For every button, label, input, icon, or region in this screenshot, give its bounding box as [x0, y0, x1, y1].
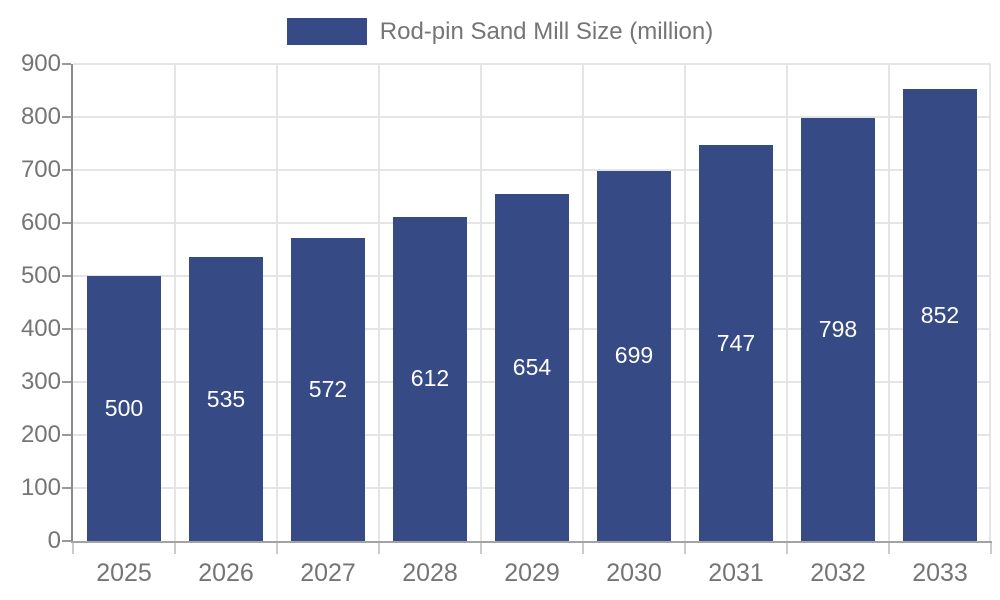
x-axis-tick: [276, 541, 278, 554]
bar-slot: 612: [379, 64, 481, 541]
plot-border-right: [989, 64, 991, 541]
y-axis-tick-label: 300: [20, 368, 61, 395]
bar-slot: 654: [481, 64, 583, 541]
x-axis-tick: [72, 541, 74, 554]
bar-series: 500 535 572 612 654 699 747 798 852: [73, 64, 991, 541]
y-axis-tick: [62, 328, 71, 330]
x-axis-tick: [480, 541, 482, 554]
y-axis-tick-label: 200: [20, 421, 61, 448]
legend-swatch: [286, 17, 367, 45]
y-axis-tick-label: 0: [47, 527, 61, 554]
y-axis-tick: [62, 487, 71, 489]
gridline-horizontal: [73, 169, 991, 171]
y-axis-tick-label: 400: [20, 315, 61, 342]
x-axis-category-label: 2026: [198, 559, 254, 587]
bar-value-label: 654: [512, 354, 552, 381]
gridline-vertical: [683, 64, 686, 541]
y-axis-line: [71, 64, 73, 541]
legend[interactable]: Rod-pin Sand Mill Size (million): [0, 16, 1000, 46]
y-axis-tick: [62, 116, 71, 118]
x-axis-line: [71, 541, 992, 543]
bar[interactable]: 852: [902, 89, 978, 541]
y-axis-tick: [62, 222, 71, 224]
y-axis-tick-label: 700: [20, 156, 61, 183]
x-axis-category-label: 2027: [300, 559, 356, 587]
x-axis-tick: [990, 541, 992, 554]
x-axis-category-label: 2025: [96, 559, 152, 587]
bar-value-label: 612: [410, 365, 450, 392]
x-axis-tick: [888, 541, 890, 554]
y-axis-tick: [62, 540, 71, 542]
gridline-vertical: [479, 64, 482, 541]
y-axis-tick: [62, 63, 71, 65]
bar[interactable]: 798: [800, 118, 876, 541]
y-axis-tick-label: 900: [20, 50, 61, 77]
bar[interactable]: 500: [86, 276, 162, 541]
y-axis-tick-label: 100: [20, 474, 61, 501]
gridline-vertical: [887, 64, 890, 541]
plot-area: 500 535 572 612 654 699 747 798 852: [71, 63, 992, 543]
gridline-vertical: [582, 64, 584, 541]
y-axis-tick: [62, 381, 71, 383]
gridline-vertical: [275, 64, 278, 541]
y-axis-tick-label: 800: [20, 103, 61, 130]
bar[interactable]: 572: [290, 237, 366, 541]
x-axis-tick: [378, 541, 380, 554]
bar[interactable]: 535: [188, 257, 264, 541]
bar-value-label: 798: [818, 316, 858, 343]
bar[interactable]: 747: [698, 145, 774, 541]
legend-label: Rod-pin Sand Mill Size (million): [379, 17, 714, 45]
bar[interactable]: 699: [596, 170, 672, 541]
x-axis-tick: [582, 541, 584, 554]
bar-value-label: 572: [308, 375, 348, 402]
y-axis-tick: [62, 169, 71, 171]
bar-slot: 747: [685, 64, 787, 541]
x-axis-labels: 2025 2026 2027 2028 2029 2030 2031 2032 2033: [73, 558, 991, 588]
bar-value-label: 699: [614, 342, 654, 369]
bar[interactable]: 612: [392, 216, 468, 541]
bar-value-label: 500: [104, 395, 144, 421]
bar-slot: 535: [175, 64, 277, 541]
x-axis-category-label: 2030: [606, 559, 662, 587]
bar-value-label: 747: [716, 329, 756, 356]
gridline-horizontal: [73, 116, 991, 119]
gridline-vertical: [786, 64, 788, 541]
gridline-vertical: [377, 64, 380, 541]
bar[interactable]: 654: [494, 194, 570, 541]
bar-slot: 572: [277, 64, 379, 541]
y-axis-tick: [62, 275, 71, 277]
gridline-horizontal: [73, 63, 991, 65]
bar-value-label: 852: [920, 301, 960, 328]
x-axis-category-label: 2031: [708, 559, 764, 587]
gridline-vertical: [173, 64, 176, 541]
x-axis-tick: [786, 541, 788, 554]
x-axis-category-label: 2032: [810, 559, 866, 587]
bar-slot: 500: [73, 64, 175, 541]
x-axis-category-label: 2029: [504, 559, 560, 587]
x-axis-tick: [684, 541, 686, 554]
bar-value-label: 535: [206, 385, 246, 412]
x-axis-category-label: 2028: [402, 559, 458, 587]
bar-slot: 852: [889, 64, 991, 541]
bar-slot: 798: [787, 64, 889, 541]
x-axis-category-label: 2033: [912, 559, 968, 587]
y-axis-tick-label: 600: [20, 209, 61, 236]
y-axis-tick: [62, 434, 71, 436]
bar-slot: 699: [583, 64, 685, 541]
x-axis-tick: [174, 541, 176, 554]
y-axis-tick-label: 500: [20, 262, 61, 289]
